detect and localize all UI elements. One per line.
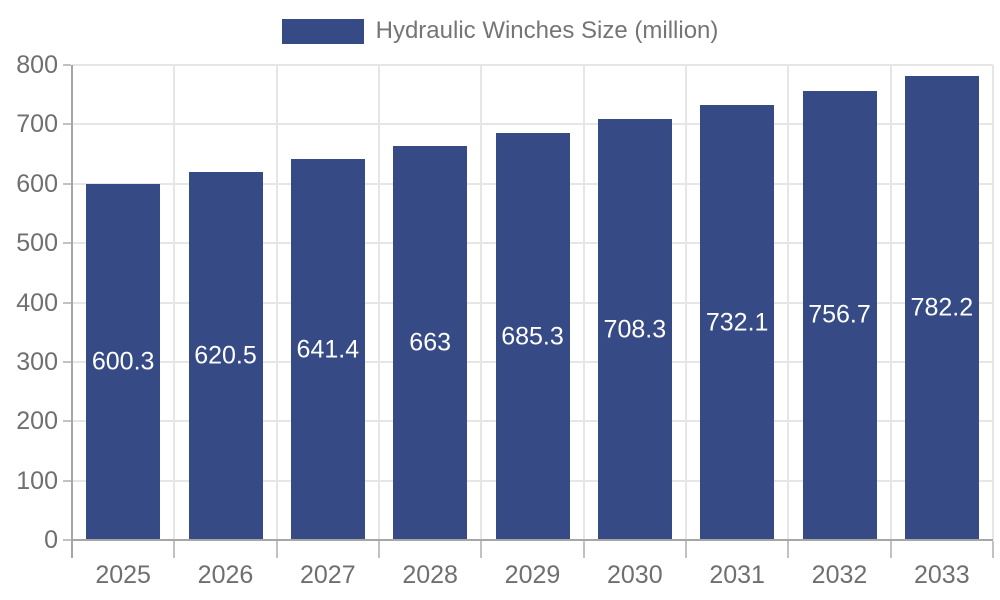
bar-value-label: 732.1 [705, 308, 769, 337]
x-tick-label: 2026 [197, 561, 254, 589]
y-axis-tick [63, 360, 71, 363]
gridline-vertical [992, 65, 994, 540]
gridline-vertical [889, 65, 892, 540]
bar: 708.3 [597, 119, 672, 540]
x-tick-label: 2025 [95, 561, 151, 589]
bar-value-label: 782.2 [910, 293, 974, 322]
bar-value-label: 600.3 [91, 347, 155, 376]
y-axis-tick [63, 123, 71, 126]
y-axis-tick [63, 479, 71, 482]
plot-area: 600.3 620.5 641.4 663 685.3 708.3 732.1 756.7 78… [72, 64, 994, 540]
legend-swatch [281, 18, 364, 44]
gridline-vertical [275, 65, 278, 540]
y-tick-label: 0 [44, 526, 58, 554]
x-axis-tick [992, 541, 994, 558]
bar: 685.3 [495, 133, 570, 540]
x-tick-label: 2029 [504, 561, 561, 589]
x-tick-label: 2032 [811, 561, 868, 589]
gridline-vertical [787, 65, 790, 540]
y-axis-tick [63, 539, 71, 541]
y-axis-line [71, 65, 73, 558]
y-axis-tick [63, 242, 71, 245]
gridline-vertical [173, 65, 176, 540]
bar-value-label: 756.7 [808, 300, 871, 329]
y-tick-label: 500 [16, 229, 58, 258]
bar-value-label: 620.5 [194, 341, 257, 370]
x-axis-tick [378, 541, 380, 558]
x-axis-line [63, 539, 993, 541]
x-axis-tick [480, 541, 483, 558]
bar-value-label: 685.3 [501, 322, 564, 351]
bar-value-label: 708.3 [603, 315, 667, 344]
bar-value-label: 663 [409, 328, 452, 357]
bar: 782.2 [904, 75, 979, 540]
bar: 641.4 [290, 159, 365, 540]
y-axis-tick [63, 182, 71, 185]
x-axis-tick [173, 541, 176, 558]
x-tick-label: 2027 [300, 561, 356, 589]
bar: 756.7 [802, 90, 877, 540]
y-tick-label: 700 [16, 110, 58, 139]
y-tick-label: 800 [16, 51, 58, 79]
y-tick-label: 400 [16, 288, 58, 317]
legend-label: Hydraulic Winches Size (million) [375, 17, 719, 44]
x-tick-label: 2030 [607, 561, 663, 589]
gridline-horizontal [72, 64, 993, 66]
x-axis-tick [685, 541, 687, 558]
bar: 600.3 [86, 183, 161, 540]
gridline-vertical [378, 65, 380, 540]
x-tick-label: 2028 [402, 561, 458, 589]
y-tick-label: 200 [16, 407, 58, 436]
bar: 732.1 [700, 105, 775, 540]
bar: 663 [393, 146, 468, 540]
gridline-vertical [582, 65, 585, 540]
gridline-vertical [480, 65, 483, 540]
chart-legend: Hydraulic Winches Size (million) [0, 17, 1000, 45]
legend-item[interactable]: Hydraulic Winches Size (million) [281, 17, 719, 45]
x-axis-tick [275, 541, 278, 558]
x-axis-tick [889, 541, 892, 558]
y-axis-tick [63, 64, 71, 66]
y-axis-tick [63, 301, 71, 304]
y-tick-label: 100 [16, 466, 58, 495]
gridline-horizontal [72, 123, 993, 126]
x-axis-tick [787, 541, 790, 558]
bar: 620.5 [188, 171, 263, 540]
gridline-vertical [685, 65, 687, 540]
y-tick-label: 300 [16, 347, 58, 376]
y-axis-tick [63, 420, 71, 423]
x-tick-label: 2031 [709, 561, 765, 589]
x-tick-label: 2033 [914, 561, 970, 589]
bar-value-label: 641.4 [296, 335, 360, 364]
x-axis-tick [582, 541, 585, 558]
y-tick-label: 600 [16, 169, 58, 198]
